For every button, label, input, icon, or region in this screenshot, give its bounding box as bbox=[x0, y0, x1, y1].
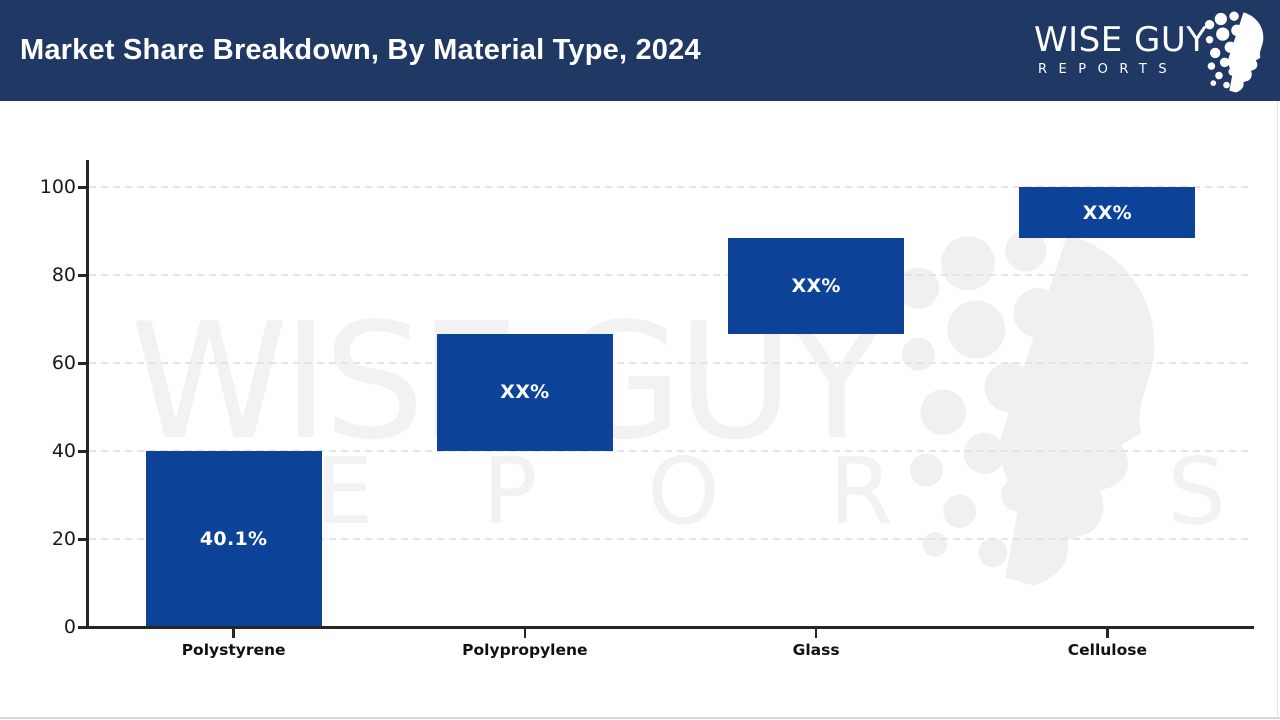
bar: XX% bbox=[436, 333, 613, 451]
bar-value-label: XX% bbox=[1082, 201, 1132, 224]
gridline bbox=[89, 450, 1253, 452]
x-tick-mark bbox=[814, 629, 818, 638]
bar-value-label: XX% bbox=[791, 274, 841, 297]
y-tick-mark bbox=[78, 362, 87, 365]
y-tick-label: 100 bbox=[39, 176, 76, 198]
wise-guy-reports-logo: WISE GUY REPORTS bbox=[1012, 6, 1268, 98]
y-axis-spine bbox=[86, 160, 89, 629]
y-tick-mark bbox=[78, 186, 87, 189]
gridline bbox=[89, 362, 1253, 364]
logo-wise-guy-text: WISE GUY bbox=[1034, 20, 1208, 60]
gridline bbox=[89, 538, 1253, 540]
logo-head-icon bbox=[1204, 11, 1264, 93]
y-tick-mark bbox=[78, 626, 87, 629]
x-tick-mark bbox=[1106, 629, 1109, 638]
x-category-label: Glass bbox=[792, 641, 840, 659]
x-axis-spine bbox=[86, 626, 1254, 629]
y-tick-mark bbox=[78, 274, 87, 277]
bar-value-label: 40.1% bbox=[199, 527, 268, 550]
y-tick-mark bbox=[78, 538, 87, 541]
y-tick-label: 20 bbox=[51, 528, 76, 550]
x-category-label: Polystyrene bbox=[181, 641, 286, 659]
bar: 40.1% bbox=[145, 450, 322, 627]
logo-reports-text: REPORTS bbox=[1038, 62, 1179, 77]
x-category-label: Polypropylene bbox=[462, 641, 588, 659]
gridline bbox=[89, 274, 1253, 276]
bar: XX% bbox=[1019, 187, 1196, 239]
right-border-line bbox=[1276, 101, 1278, 718]
y-tick-label: 0 bbox=[63, 616, 76, 638]
y-tick-label: 40 bbox=[51, 440, 76, 462]
header-bar: Market Share Breakdown, By Material Type… bbox=[0, 0, 1280, 101]
y-tick-mark bbox=[78, 450, 87, 453]
x-category-label: Cellulose bbox=[1067, 641, 1147, 659]
x-tick-mark bbox=[232, 629, 235, 638]
y-tick-label: 60 bbox=[51, 352, 76, 374]
bar: XX% bbox=[728, 238, 905, 334]
bar-value-label: XX% bbox=[500, 381, 550, 404]
page-title: Market Share Breakdown, By Material Type… bbox=[20, 34, 701, 66]
gridline bbox=[89, 186, 1253, 188]
y-tick-label: 80 bbox=[51, 264, 76, 286]
chart-plot-area: 0 20 40 60 80 100 40.1% XX% XX% XX% Polystyrene P… bbox=[0, 101, 1280, 720]
bottom-border-line bbox=[0, 717, 1280, 719]
x-tick-mark bbox=[523, 629, 527, 638]
